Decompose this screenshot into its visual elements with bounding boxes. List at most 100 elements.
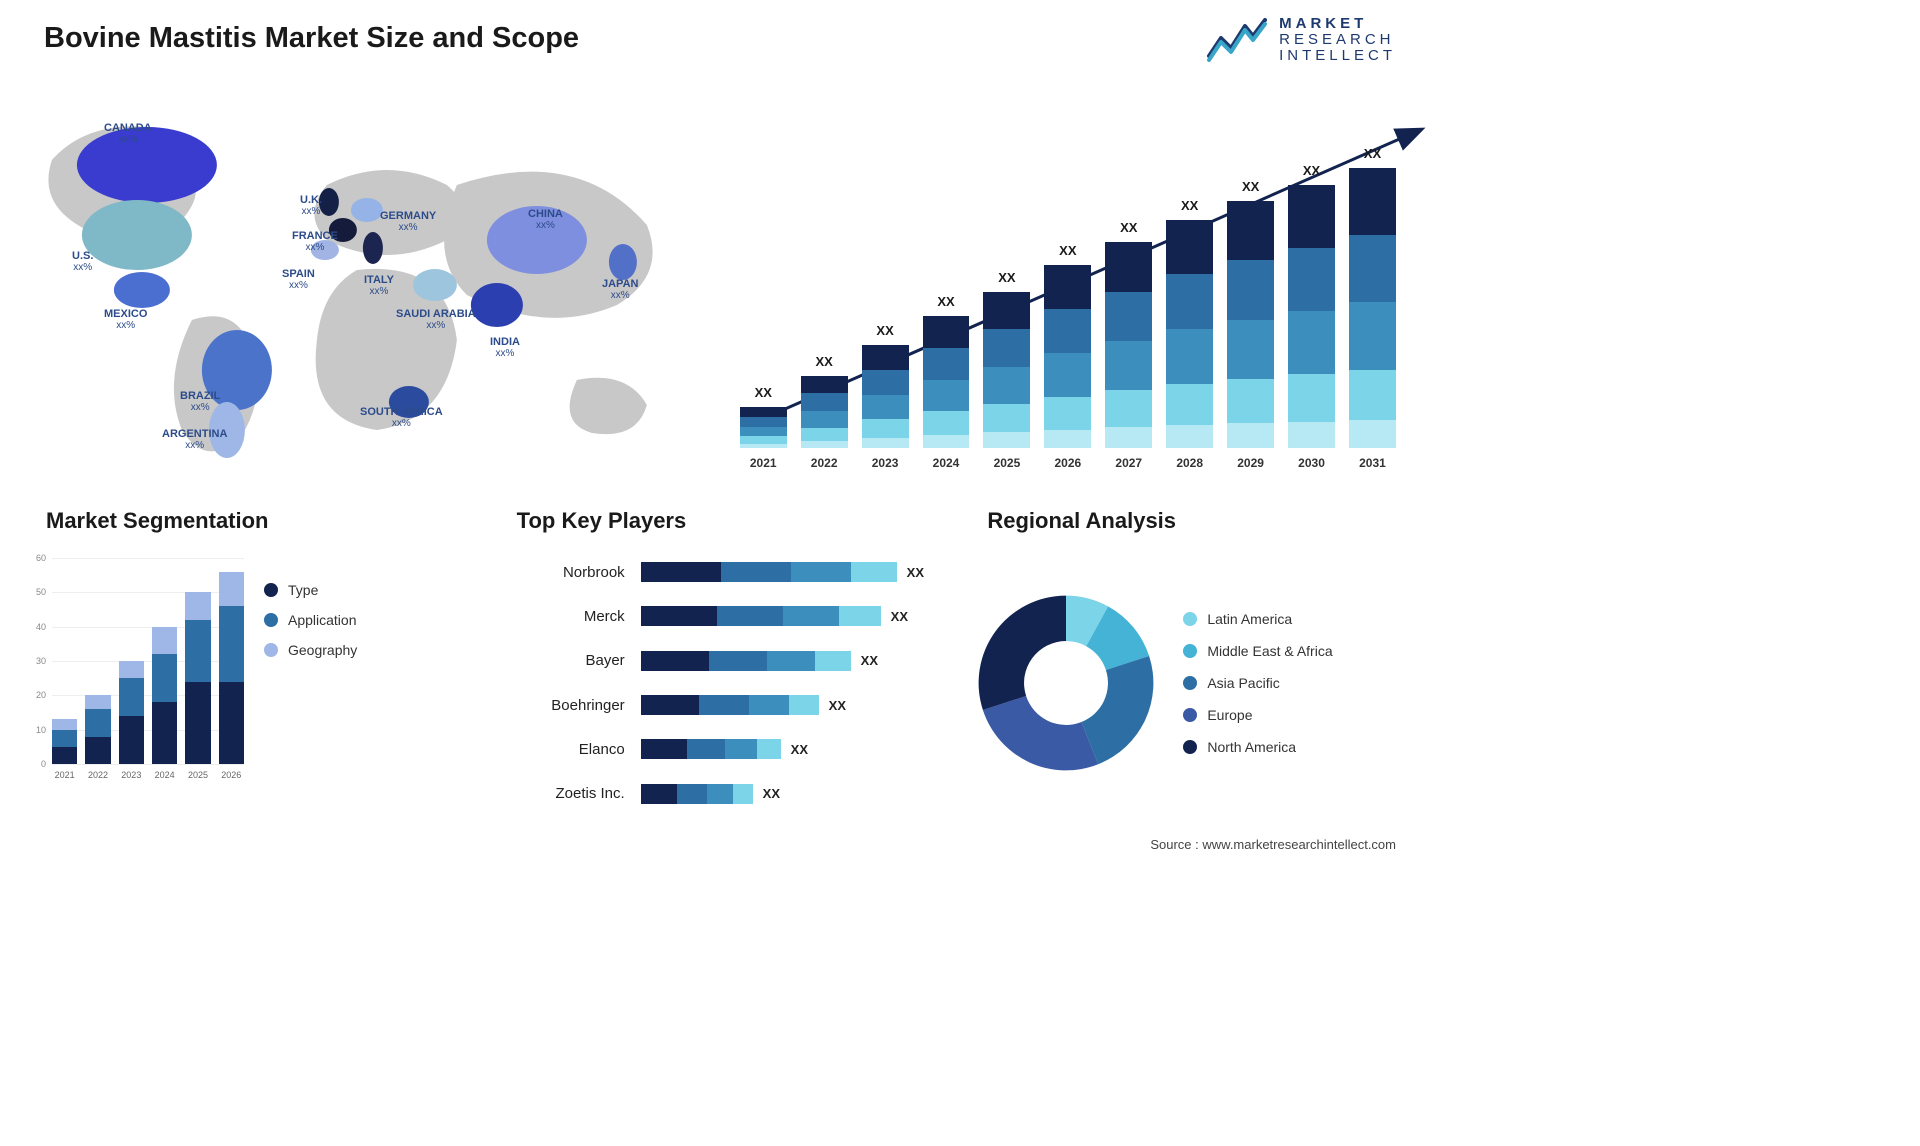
seg-x-label: 2021 [55,770,75,780]
map-country-label: SOUTH AFRICAxx% [360,406,443,429]
forecast-bar-seg [1166,274,1213,329]
forecast-bar-seg [1166,384,1213,425]
forecast-bar-value: XX [1120,220,1137,235]
map-country-label: U.K.xx% [300,194,322,217]
forecast-bar-seg [1044,397,1091,430]
forecast-bar-seg [983,292,1030,330]
forecast-bar-seg [801,411,848,428]
legend-item: North America [1183,739,1332,755]
forecast-bar: XX2026 [1044,265,1091,448]
seg-x-label: 2023 [121,770,141,780]
forecast-bar-value: XX [1181,198,1198,213]
forecast-bar-seg [1227,320,1274,379]
forecast-bar-seg [740,427,787,437]
forecast-bar-seg [1227,423,1274,448]
map-country-label: FRANCExx% [292,230,338,253]
kp-bar-seg [749,695,789,715]
seg-bar-seg [185,620,210,682]
kp-bar-seg [733,784,753,804]
kp-row-label: Bayer [585,652,624,669]
forecast-bar: XX2025 [983,292,1030,448]
forecast-bar-seg [801,441,848,448]
forecast-bar-value: XX [876,323,893,338]
donut-slice [979,596,1066,710]
forecast-bar-seg [1288,248,1335,311]
kp-bar-seg [707,784,733,804]
kp-bar-seg [783,606,839,626]
top-row: CANADAxx%U.S.xx%MEXICOxx%BRAZILxx%ARGENT… [24,90,1416,490]
kp-bar [641,695,819,715]
kp-row: XX [641,736,946,762]
regional-title: Regional Analysis [987,508,1416,534]
seg-bar-seg [185,682,210,764]
legend-item: Geography [264,642,357,658]
donut-chart [971,588,1161,778]
kp-bar-seg [641,651,709,671]
map-highlight-mexico [114,272,170,308]
regional-panel: Regional Analysis Latin AmericaMiddle Ea… [965,500,1416,820]
forecast-bar-seg [862,438,909,448]
logo-text: MARKET RESEARCH INTELLECT [1279,16,1396,63]
kp-row: XX [641,603,946,629]
forecast-x-label: 2027 [1115,456,1142,470]
segmentation-legend: TypeApplicationGeography [264,552,357,820]
map-country-label: ARGENTINAxx% [162,428,227,451]
forecast-bar-seg [923,348,970,380]
forecast-chart: XX2021XX2022XX2023XX2024XX2025XX2026XX20… [740,100,1396,470]
legend-dot-icon [264,613,278,627]
key-players-body: NorbrookMerckBayerBoehringerElancoZoetis… [495,546,946,820]
seg-gridline [52,764,244,765]
donut-wrap [971,588,1161,778]
forecast-bar-seg [1349,235,1396,302]
kp-bar [641,606,881,626]
forecast-bar-seg [801,428,848,441]
donut-slice [1082,656,1154,764]
logo-line3: INTELLECT [1279,48,1396,64]
kp-bar-seg [791,562,851,582]
kp-bar-seg [709,651,767,671]
forecast-bar-seg [923,435,970,448]
map-highlight-italy [363,232,383,264]
kp-bar-seg [839,606,881,626]
kp-bar-seg [699,695,749,715]
kp-bar-seg [721,562,791,582]
seg-bar: 2023 [119,661,144,764]
legend-label: Latin America [1207,611,1292,627]
world-map-panel: CANADAxx%U.S.xx%MEXICOxx%BRAZILxx%ARGENT… [24,90,710,490]
forecast-bar-seg [1349,420,1396,448]
legend-label: Type [288,582,318,598]
seg-bar-seg [152,627,177,654]
seg-x-label: 2026 [221,770,241,780]
kp-row-label: Merck [584,608,625,625]
legend-dot-icon [264,583,278,597]
donut-slice [983,696,1098,770]
kp-bar [641,784,753,804]
legend-dot-icon [1183,612,1197,626]
forecast-bar-seg [1166,220,1213,275]
map-country-label: CHINAxx% [528,208,563,231]
seg-bar-seg [52,747,77,764]
forecast-bar-seg [1349,168,1396,235]
key-players-title: Top Key Players [517,508,946,534]
seg-bar-seg [52,730,77,747]
kp-bar-seg [767,651,815,671]
kp-bar-seg [789,695,819,715]
kp-value-label: XX [861,653,878,668]
forecast-bar-seg [1227,379,1274,423]
kp-value-label: XX [907,565,924,580]
forecast-bar-seg [740,444,787,448]
forecast-x-label: 2025 [994,456,1021,470]
seg-bar-seg [219,606,244,682]
segmentation-panel: Market Segmentation 01020304050602021202… [24,500,475,820]
seg-bar-seg [85,695,110,709]
kp-row-label: Zoetis Inc. [555,785,624,802]
forecast-x-label: 2030 [1298,456,1325,470]
seg-x-label: 2024 [155,770,175,780]
forecast-x-label: 2026 [1054,456,1081,470]
map-highlight-japan [609,244,637,280]
forecast-bar-seg [1044,309,1091,353]
kp-row-label: Elanco [579,741,625,758]
map-country-label: INDIAxx% [490,336,520,359]
kp-bar-seg [815,651,851,671]
forecast-bar-seg [740,417,787,427]
